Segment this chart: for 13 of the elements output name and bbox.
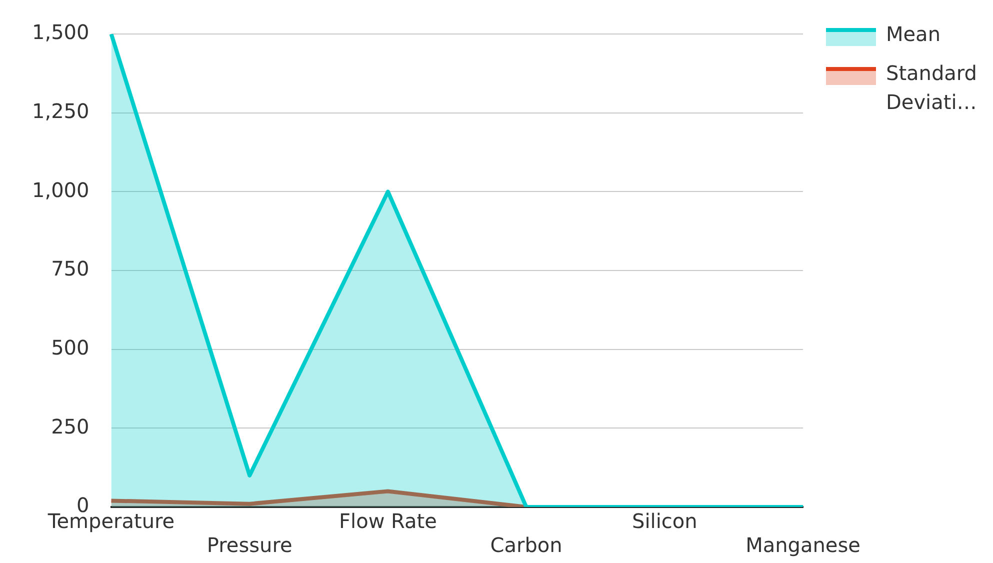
x-tick-label: Flow Rate — [339, 509, 437, 534]
y-tick-label: 250 — [51, 414, 90, 438]
y-tick-label: 1,000 — [32, 178, 90, 202]
x-tick-label: Manganese — [746, 533, 860, 558]
x-tick-label: Pressure — [206, 533, 292, 558]
x-tick-label: Silicon — [632, 509, 698, 534]
legend-label: Standard Deviati… — [886, 60, 978, 116]
y-tick-label: 750 — [51, 256, 90, 281]
y-tick-label: 500 — [51, 336, 90, 360]
x-tick-label: Carbon — [490, 533, 562, 558]
legend-label: Mean — [886, 21, 940, 48]
y-tick-label: 1,250 — [32, 99, 90, 124]
y-tick-label: 1,500 — [32, 20, 90, 44]
